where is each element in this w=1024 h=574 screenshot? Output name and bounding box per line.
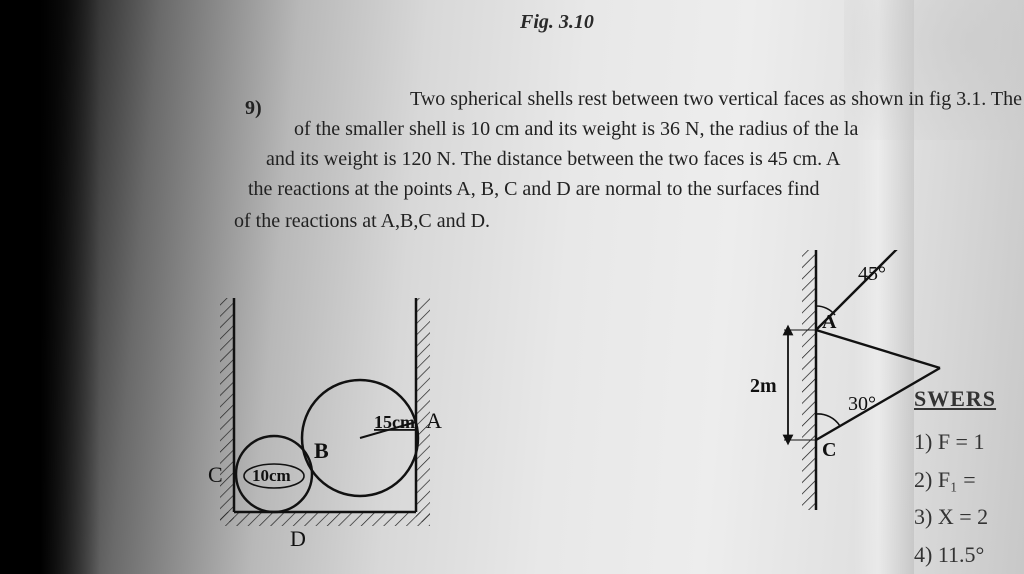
answer-item: 2) F₁ = (914, 461, 1024, 498)
question-number: 9) (245, 94, 262, 123)
answer-item: 4) 11.5° (914, 536, 1024, 573)
figure-label: Fig. 3.10 (520, 8, 594, 37)
answer-item: 3) X = 2 (914, 498, 1024, 535)
label-A: A (822, 311, 837, 333)
label-C: C (208, 462, 223, 487)
answers-heading: SWERS (914, 380, 1024, 417)
svg-text:15cm: 15cm (374, 412, 415, 432)
label-B: B (314, 438, 329, 463)
q-line: of the reactions at A,B,C and D. (234, 206, 490, 237)
svg-text:45°: 45° (858, 263, 886, 285)
q-line: Two spherical shells rest between two ve… (410, 84, 1024, 115)
figure-spheres-channel: 15cm 10cm A B C D (180, 278, 480, 558)
q-line: and its weight is 120 N. The distance be… (266, 144, 841, 175)
label-C: C (822, 439, 836, 461)
answers-column: SWERS 1) F = 1 2) F₁ = 3) X = 2 4) 11.5° (914, 380, 1024, 573)
svg-text:2m: 2m (750, 375, 777, 397)
label-D: D (290, 526, 306, 551)
svg-text:10cm: 10cm (252, 466, 291, 485)
label-A: A (426, 408, 442, 433)
q-line: the reactions at the points A, B, C and … (248, 174, 820, 205)
svg-text:30°: 30° (848, 393, 876, 415)
q-line: of the smaller shell is 10 cm and its we… (294, 114, 858, 145)
answer-item: 1) F = 1 (914, 423, 1024, 460)
